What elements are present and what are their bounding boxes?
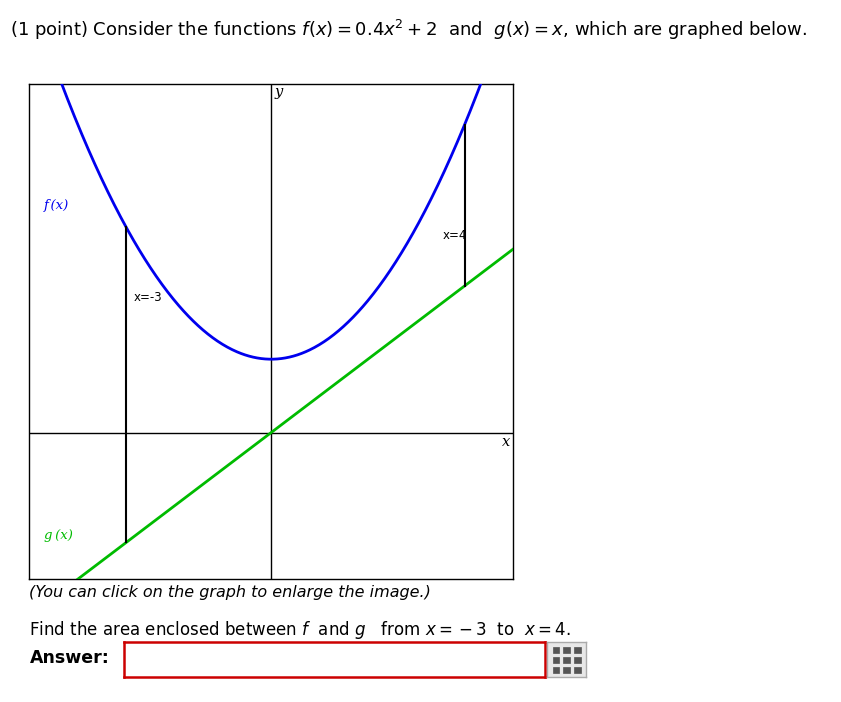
Text: y: y <box>274 84 283 98</box>
Bar <box>553 667 559 673</box>
Text: Answer:: Answer: <box>29 649 109 667</box>
Bar <box>574 667 581 673</box>
Bar <box>574 647 581 653</box>
Text: g (x): g (x) <box>44 529 73 542</box>
Text: (1 point) Consider the functions $f(x) = 0.4x^2 + 2$  and  $g(x) = x$, which are: (1 point) Consider the functions $f(x) =… <box>10 18 807 41</box>
Text: f (x): f (x) <box>44 199 69 212</box>
Text: x=4: x=4 <box>443 229 468 242</box>
Text: x: x <box>501 435 510 449</box>
Text: x=-3: x=-3 <box>134 291 162 304</box>
Text: (You can click on the graph to enlarge the image.): (You can click on the graph to enlarge t… <box>29 585 431 600</box>
Bar <box>563 657 570 663</box>
Bar <box>553 657 559 663</box>
Text: Find the area enclosed between $f$  and $g$   from $x = -3$  to  $x = 4$.: Find the area enclosed between $f$ and $… <box>29 619 571 641</box>
Bar <box>563 647 570 653</box>
Bar <box>574 657 581 663</box>
Bar <box>553 647 559 653</box>
Bar <box>563 667 570 673</box>
